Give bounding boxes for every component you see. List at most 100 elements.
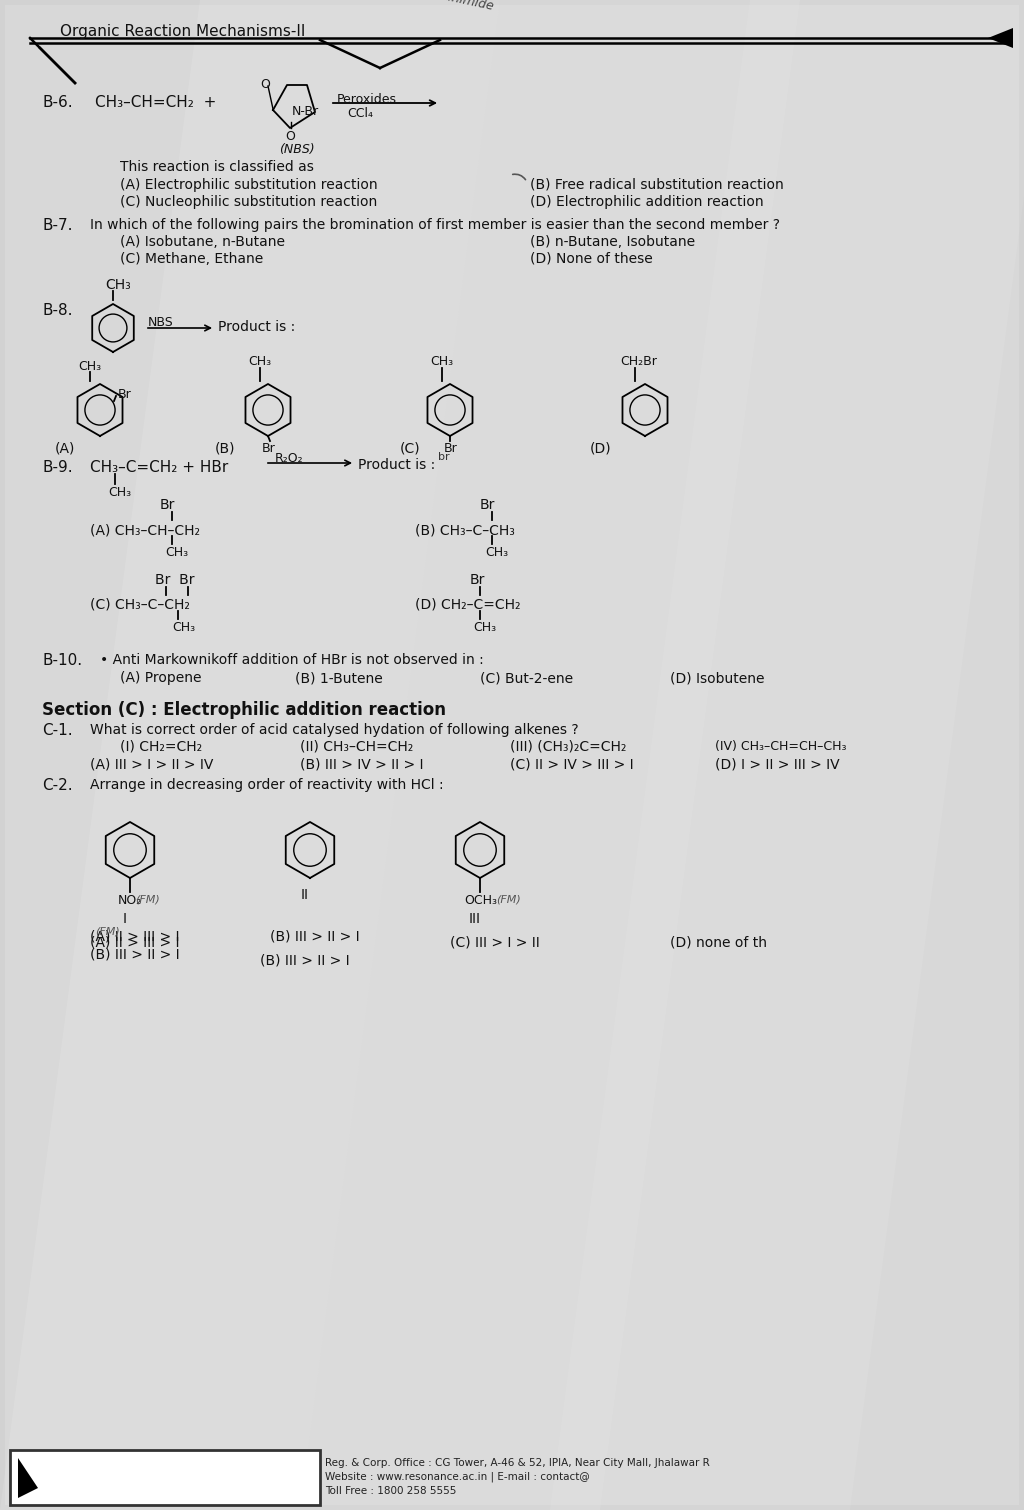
Text: B-10.: B-10. — [42, 652, 82, 667]
Text: CH₃: CH₃ — [430, 355, 454, 368]
Text: (I) CH₂=CH₂: (I) CH₂=CH₂ — [120, 740, 202, 753]
Text: (D) Isobutene: (D) Isobutene — [670, 670, 765, 686]
Text: Br: Br — [444, 442, 458, 455]
Text: B-8.: B-8. — [42, 304, 73, 319]
Text: CH₃: CH₃ — [248, 355, 271, 368]
Text: N-Bromo Succinimide: N-Bromo Succinimide — [360, 0, 495, 14]
Text: Organic Reaction Mechanisms-II: Organic Reaction Mechanisms-II — [60, 24, 305, 39]
Text: II: II — [301, 888, 309, 901]
Polygon shape — [0, 0, 500, 1510]
Text: (A) Propene: (A) Propene — [120, 670, 202, 686]
Text: (C) Nucleophilic substitution reaction: (C) Nucleophilic substitution reaction — [120, 195, 377, 208]
Text: CH₃: CH₃ — [108, 486, 131, 498]
Text: Arrange in decreasing order of reactivity with HCl :: Arrange in decreasing order of reactivit… — [90, 778, 443, 793]
Text: (B) CH₃–C–CH₃: (B) CH₃–C–CH₃ — [415, 522, 515, 538]
Text: N-Br: N-Br — [292, 106, 319, 118]
Text: (C): (C) — [400, 442, 421, 456]
Text: (A) II > III > I: (A) II > III > I — [90, 930, 179, 944]
Text: (NBS): (NBS) — [279, 143, 314, 156]
Text: B-7.: B-7. — [42, 217, 73, 233]
Text: (A) III > I > II > IV: (A) III > I > II > IV — [90, 757, 213, 772]
Text: • Anti Markownikoff addition of HBr is not observed in :: • Anti Markownikoff addition of HBr is n… — [100, 652, 483, 667]
Text: (II) CH₃–CH=CH₂: (II) CH₃–CH=CH₂ — [300, 740, 414, 753]
Text: Br: Br — [118, 388, 132, 402]
Text: CH₃–C=CH₂ + HBr: CH₃–C=CH₂ + HBr — [90, 461, 228, 476]
Text: (FM): (FM) — [135, 894, 160, 904]
Text: R₂O₂: R₂O₂ — [275, 451, 304, 465]
Text: C-2.: C-2. — [42, 778, 73, 793]
Text: (C) II > IV > III > I: (C) II > IV > III > I — [510, 757, 634, 772]
Text: C-1.: C-1. — [42, 723, 73, 738]
Text: CH₃–CH=CH₂  +: CH₃–CH=CH₂ + — [95, 95, 216, 110]
Text: (B) III > IV > II > I: (B) III > IV > II > I — [300, 757, 424, 772]
Text: (A) CH₃–CH–CH₂: (A) CH₃–CH–CH₂ — [90, 522, 200, 538]
Text: (C) III > I > II: (C) III > I > II — [450, 935, 540, 948]
Text: Peroxides: Peroxides — [337, 94, 397, 106]
Text: (FM): (FM) — [496, 894, 521, 904]
Text: (A) Electrophilic substitution reaction: (A) Electrophilic substitution reaction — [120, 178, 378, 192]
Text: (B) III > II > I: (B) III > II > I — [270, 930, 359, 944]
Text: What is correct order of acid catalysed hydation of following alkenes ?: What is correct order of acid catalysed … — [90, 723, 579, 737]
FancyBboxPatch shape — [10, 1450, 319, 1505]
Text: (B) 1-Butene: (B) 1-Butene — [295, 670, 383, 686]
Polygon shape — [988, 29, 1013, 48]
Text: (C) But-2-ene: (C) But-2-ene — [480, 670, 573, 686]
Text: (A) II > III > I: (A) II > III > I — [90, 935, 179, 948]
Text: (B) Free radical substitution reaction: (B) Free radical substitution reaction — [530, 178, 783, 192]
Text: (A) Isobutane, n-Butane: (A) Isobutane, n-Butane — [120, 236, 285, 249]
Text: CH₂Br: CH₂Br — [620, 355, 656, 368]
Text: CH₃: CH₃ — [172, 621, 196, 634]
Text: Br: Br — [160, 498, 175, 512]
Text: (D) None of these: (D) None of these — [530, 252, 652, 266]
Text: CCl₄: CCl₄ — [347, 107, 373, 119]
Text: (B): (B) — [215, 442, 236, 456]
Text: This reaction is classified as: This reaction is classified as — [120, 160, 314, 174]
Text: Reg. & Corp. Office : CG Tower, A-46 & 52, IPIA, Near City Mall, Jhalawar R: Reg. & Corp. Office : CG Tower, A-46 & 5… — [325, 1459, 710, 1468]
Polygon shape — [550, 0, 1024, 1510]
Text: (A): (A) — [55, 442, 76, 456]
Polygon shape — [18, 1459, 38, 1498]
Text: (C) CH₃–C–CH₂: (C) CH₃–C–CH₂ — [90, 598, 189, 612]
Text: Br: Br — [470, 572, 485, 587]
Text: (D): (D) — [590, 442, 611, 456]
Text: Resonance: Resonance — [42, 1459, 161, 1477]
Text: (D) CH₂–C=CH₂: (D) CH₂–C=CH₂ — [415, 598, 520, 612]
Text: III: III — [469, 912, 481, 926]
Text: br: br — [438, 451, 450, 462]
Text: CH₃: CH₃ — [473, 621, 496, 634]
Text: In which of the following pairs the bromination of first member is easier than t: In which of the following pairs the brom… — [90, 217, 780, 233]
Text: (D) I > II > III > IV: (D) I > II > III > IV — [715, 757, 840, 772]
Text: CH₃: CH₃ — [485, 547, 508, 559]
Text: (B) III > II > I: (B) III > II > I — [90, 948, 179, 962]
Text: Section (C) : Electrophilic addition reaction: Section (C) : Electrophilic addition rea… — [42, 701, 446, 719]
FancyBboxPatch shape — [5, 5, 1019, 1505]
Text: O: O — [285, 130, 295, 143]
Text: (IV) CH₃–CH=CH–CH₃: (IV) CH₃–CH=CH–CH₃ — [715, 740, 847, 753]
Text: B-9.: B-9. — [42, 461, 73, 476]
Text: O: O — [260, 79, 270, 91]
Text: CH₃: CH₃ — [78, 359, 101, 373]
Text: OCH₃: OCH₃ — [464, 894, 497, 908]
Text: (FM): (FM) — [95, 927, 120, 938]
Text: NBS: NBS — [148, 316, 174, 329]
Text: (III) (CH₃)₂C=CH₂: (III) (CH₃)₂C=CH₂ — [510, 740, 627, 753]
Text: B-6.: B-6. — [42, 95, 73, 110]
Text: CH₃: CH₃ — [105, 278, 131, 291]
Text: Educating for better tomorrow: Educating for better tomorrow — [42, 1480, 201, 1490]
Text: Toll Free : 1800 258 5555: Toll Free : 1800 258 5555 — [325, 1486, 457, 1496]
Text: (B) III > II > I: (B) III > II > I — [260, 953, 349, 966]
Text: Br: Br — [480, 498, 496, 512]
Text: Product is :: Product is : — [218, 320, 295, 334]
Text: Br: Br — [262, 442, 275, 455]
Text: I: I — [123, 912, 127, 926]
Text: (C) Methane, Ethane: (C) Methane, Ethane — [120, 252, 263, 266]
Text: (B) n-Butane, Isobutane: (B) n-Butane, Isobutane — [530, 236, 695, 249]
Text: Website : www.resonance.ac.in | E-mail : contact@: Website : www.resonance.ac.in | E-mail :… — [325, 1472, 590, 1483]
Text: Br  Br: Br Br — [155, 572, 195, 587]
Text: CH₃: CH₃ — [165, 547, 188, 559]
Text: ®: ® — [148, 1459, 158, 1468]
Polygon shape — [300, 0, 800, 1510]
Text: Product is :: Product is : — [358, 458, 435, 473]
Text: (D) none of th: (D) none of th — [670, 935, 767, 948]
Text: (D) Electrophilic addition reaction: (D) Electrophilic addition reaction — [530, 195, 764, 208]
